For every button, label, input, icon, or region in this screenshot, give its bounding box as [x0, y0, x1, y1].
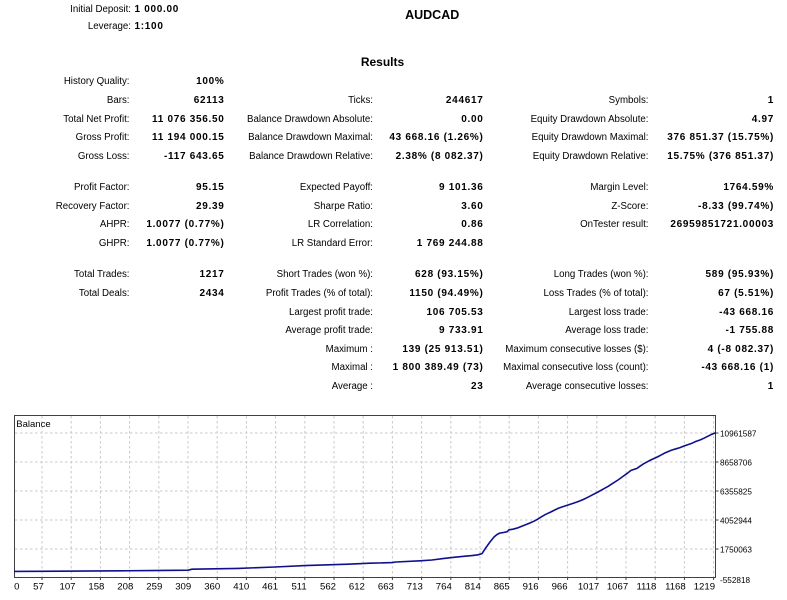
- svg-text:259: 259: [146, 581, 162, 592]
- svg-text:764: 764: [436, 581, 453, 592]
- svg-text:4052944: 4052944: [720, 517, 752, 526]
- svg-text:916: 916: [523, 581, 539, 592]
- svg-text:663: 663: [378, 581, 394, 592]
- svg-text:410: 410: [233, 581, 249, 592]
- svg-text:0: 0: [14, 581, 19, 592]
- svg-text:1017: 1017: [578, 581, 599, 592]
- svg-text:1118: 1118: [636, 581, 656, 592]
- svg-text:1067: 1067: [607, 581, 628, 592]
- svg-text:966: 966: [552, 581, 568, 592]
- svg-text:511: 511: [291, 581, 306, 592]
- svg-text:208: 208: [117, 581, 133, 592]
- svg-text:158: 158: [88, 581, 104, 592]
- svg-text:814: 814: [465, 581, 482, 592]
- svg-text:1219: 1219: [694, 581, 715, 592]
- svg-text:Balance: Balance: [16, 419, 50, 430]
- svg-text:-552818: -552818: [720, 576, 750, 585]
- svg-text:612: 612: [349, 581, 365, 592]
- svg-text:57: 57: [33, 581, 44, 592]
- svg-text:1750063: 1750063: [720, 546, 752, 555]
- svg-text:461: 461: [262, 581, 278, 592]
- svg-text:107: 107: [59, 581, 75, 592]
- svg-text:713: 713: [407, 581, 423, 592]
- svg-text:10961587: 10961587: [720, 430, 757, 439]
- svg-text:8658706: 8658706: [720, 459, 752, 468]
- svg-text:360: 360: [204, 581, 220, 592]
- svg-text:1168: 1168: [665, 581, 686, 592]
- svg-text:562: 562: [320, 581, 336, 592]
- svg-text:309: 309: [175, 581, 191, 592]
- svg-text:6355825: 6355825: [720, 488, 752, 497]
- svg-text:865: 865: [494, 581, 510, 592]
